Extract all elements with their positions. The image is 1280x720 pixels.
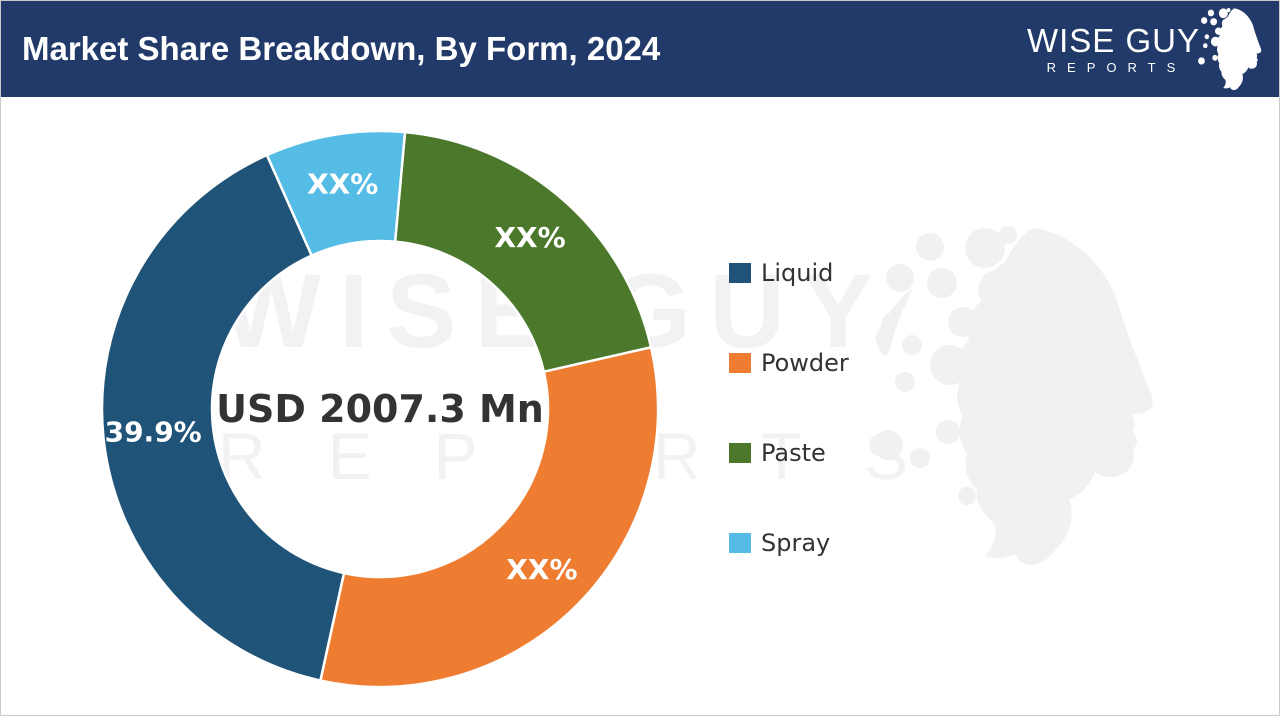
slice-label-spray: XX%: [307, 168, 378, 201]
slice-label-liquid: 39.9%: [105, 416, 202, 449]
logo-name-text: WISE GUY: [1026, 22, 1200, 59]
legend-item-paste: Paste: [729, 436, 849, 470]
legend-label-spray: Spray: [761, 529, 831, 557]
chart-center-value: USD 2007.3 Mn: [216, 387, 544, 431]
legend-label-paste: Paste: [761, 439, 826, 467]
legend-swatch-powder: [729, 353, 751, 373]
legend-swatch-paste: [729, 443, 751, 463]
legend-item-spray: Spray: [729, 526, 849, 560]
donut-slice-powder: [319, 345, 660, 689]
legend-label-powder: Powder: [761, 349, 849, 377]
logo-subtitle-text: REPORTS: [1046, 60, 1187, 75]
page-title: Market Share Breakdown, By Form, 2024: [22, 29, 661, 67]
slice-label-paste: XX%: [494, 221, 565, 254]
legend-label-liquid: Liquid: [761, 259, 834, 287]
slice-label-powder: XX%: [506, 553, 577, 586]
header-bar: Market Share Breakdown, By Form, 2024 WI…: [0, 0, 1280, 97]
chart-legend: Liquid Powder Paste Spray: [729, 256, 849, 616]
legend-swatch-liquid: [729, 263, 751, 283]
donut-slice-spray: [265, 129, 407, 258]
wiseguy-logo: WISE GUY REPORTS: [1027, 4, 1264, 94]
logo-face-icon: [1198, 7, 1262, 91]
legend-item-liquid: Liquid: [729, 256, 849, 290]
donut-slice-paste: [393, 130, 653, 374]
watermark-face-graphic: [873, 226, 1153, 566]
legend-swatch-spray: [729, 533, 751, 553]
donut-slice-liquid: [100, 153, 346, 683]
legend-item-powder: Powder: [729, 346, 849, 380]
